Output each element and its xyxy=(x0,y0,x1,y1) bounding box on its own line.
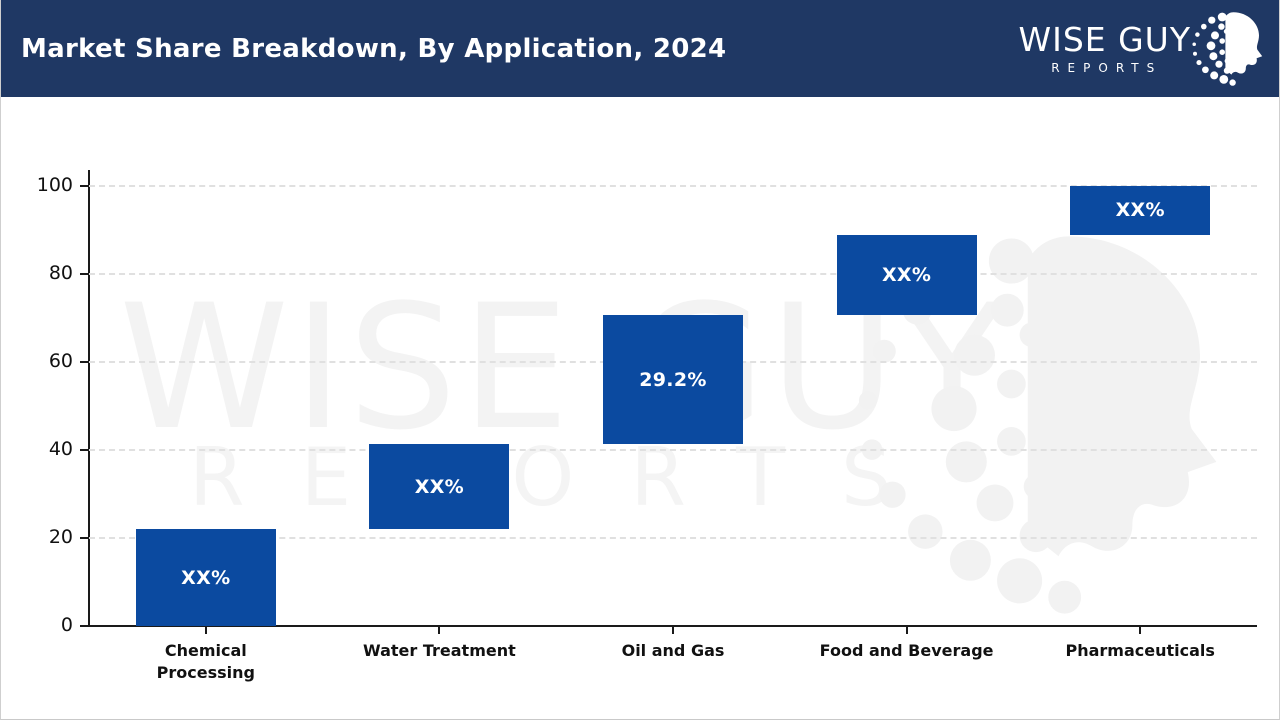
bar-oil-and-gas: 29.2% xyxy=(602,315,744,444)
x-tick-mark xyxy=(905,627,908,634)
x-axis-line xyxy=(88,625,1257,627)
gridline xyxy=(89,449,1257,451)
bar-value-label: XX% xyxy=(1115,199,1165,222)
y-axis-tick-label: 40 xyxy=(48,438,73,461)
y-axis-tick-label: 100 xyxy=(36,174,73,197)
y-tick-mark xyxy=(80,625,88,627)
bar-value-label: XX% xyxy=(181,566,231,589)
logo-subtext: REPORTS xyxy=(1051,60,1163,75)
logo-wordmark: WISE GUY xyxy=(1018,19,1191,59)
bar-value-label: XX% xyxy=(414,475,465,498)
x-tick-mark xyxy=(438,627,441,634)
page-title: Market Share Breakdown, By Application, … xyxy=(21,33,727,64)
bar-value-label: 29.2% xyxy=(639,368,707,391)
x-axis-category-label: Chemical Processing xyxy=(156,641,255,682)
x-tick-mark xyxy=(1139,627,1142,634)
y-tick-mark xyxy=(80,449,88,451)
wise-guy-logo: WISE GUY REPORTS xyxy=(1018,9,1269,89)
header-bar: Market Share Breakdown, By Application, … xyxy=(1,0,1279,97)
gridline xyxy=(89,273,1257,275)
y-axis-tick-label: 80 xyxy=(48,262,73,285)
bar-chemical-processing: XX% xyxy=(135,529,276,626)
bar-pharmaceuticals: XX% xyxy=(1070,186,1211,235)
gridline xyxy=(89,537,1257,539)
y-axis-tick-label: 60 xyxy=(48,350,73,373)
y-axis-line xyxy=(88,170,90,627)
x-tick-mark xyxy=(672,627,674,634)
x-axis-category-label: Food and Beverage xyxy=(819,641,994,660)
bar-water-treatment: XX% xyxy=(369,443,510,530)
y-tick-mark xyxy=(80,273,88,275)
x-axis-category-label: Water Treatment xyxy=(363,641,516,660)
y-tick-mark xyxy=(80,361,88,363)
y-tick-mark xyxy=(80,537,88,539)
x-tick-mark xyxy=(204,627,207,634)
y-axis-tick-label: 0 xyxy=(60,614,73,637)
y-tick-mark xyxy=(80,185,88,187)
x-axis-category-label: Pharmaceuticals xyxy=(1065,641,1215,660)
y-axis-tick-label: 20 xyxy=(48,526,73,549)
gridline xyxy=(89,185,1257,187)
logo-text: WISE GUY REPORTS xyxy=(1018,23,1191,75)
x-axis-category-label: Oil and Gas xyxy=(621,641,725,660)
bar-food-and-beverage: XX% xyxy=(836,234,977,316)
logo-face-icon xyxy=(1185,9,1269,89)
bar-value-label: XX% xyxy=(881,264,932,287)
